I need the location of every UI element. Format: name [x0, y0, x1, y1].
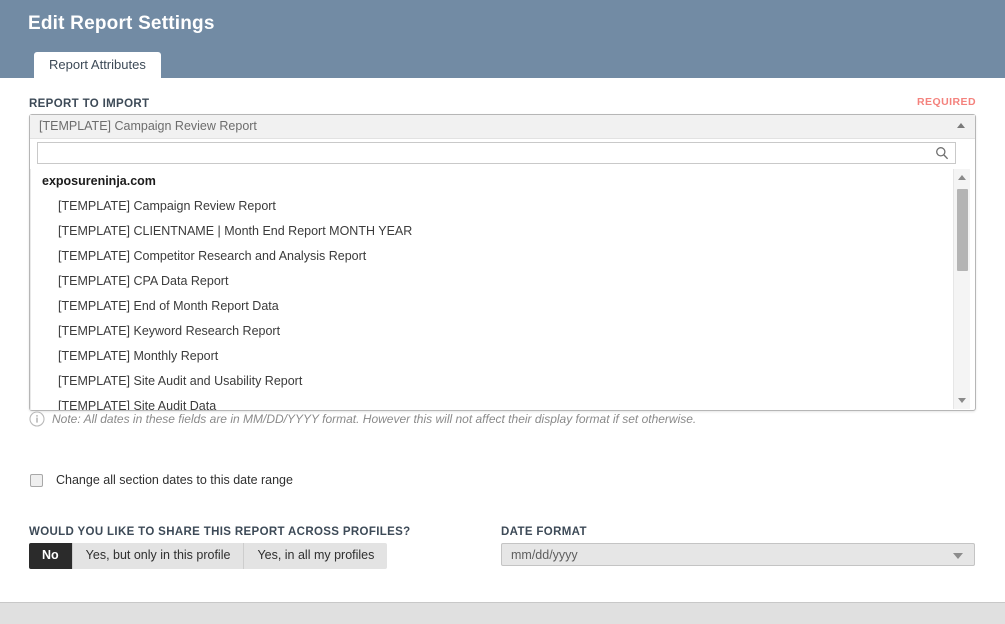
- list-item[interactable]: [TEMPLATE] Site Audit Data: [58, 399, 217, 410]
- page-title: Edit Report Settings: [28, 13, 215, 34]
- scroll-up-arrow-icon[interactable]: [958, 175, 966, 180]
- change-section-dates-label: Change all section dates to this date ra…: [56, 473, 293, 487]
- footer-spacer: [0, 590, 1005, 602]
- list-item[interactable]: [TEMPLATE] End of Month Report Data: [58, 299, 279, 313]
- search-input[interactable]: [37, 142, 956, 164]
- list-item[interactable]: [TEMPLATE] Monthly Report: [58, 349, 219, 363]
- list-item[interactable]: [TEMPLATE] Campaign Review Report: [58, 199, 276, 213]
- change-section-dates-row[interactable]: Change all section dates to this date ra…: [30, 473, 293, 487]
- date-format-note: Note: All dates in these fields are in M…: [29, 411, 696, 427]
- combobox-results-list[interactable]: exposureninja.com [TEMPLATE] Campaign Re…: [37, 169, 977, 410]
- footer-strip: [0, 602, 1005, 624]
- info-circle-icon: [29, 411, 45, 427]
- scroll-down-arrow-icon[interactable]: [958, 398, 966, 403]
- share-option-no[interactable]: No: [29, 543, 73, 569]
- option-group-label: exposureninja.com: [42, 174, 156, 188]
- share-report-label: WOULD YOU LIKE TO SHARE THIS REPORT ACRO…: [29, 526, 411, 538]
- list-item[interactable]: [TEMPLATE] Site Audit and Usability Repo…: [58, 374, 303, 388]
- combobox-search-wrapper[interactable]: [37, 142, 956, 164]
- combobox-selected-row[interactable]: [TEMPLATE] Campaign Review Report: [30, 115, 975, 139]
- change-section-dates-checkbox[interactable]: [30, 473, 43, 487]
- share-option-this-profile[interactable]: Yes, but only in this profile: [72, 543, 245, 569]
- date-format-label: DATE FORMAT: [501, 526, 587, 538]
- chevron-up-icon[interactable]: [957, 123, 965, 128]
- tab-strip: Report Attributes: [34, 52, 161, 78]
- results-divider: [30, 169, 31, 410]
- required-badge: REQUIRED: [916, 96, 976, 108]
- chevron-down-icon[interactable]: [953, 553, 963, 559]
- list-item[interactable]: [TEMPLATE] Keyword Research Report: [58, 324, 281, 338]
- share-report-button-group[interactable]: No Yes, but only in this profile Yes, in…: [29, 543, 388, 569]
- report-to-import-combobox[interactable]: [TEMPLATE] Campaign Review Report exposu…: [29, 114, 976, 411]
- date-format-select[interactable]: mm/dd/yyyy: [501, 543, 975, 566]
- scrollbar-thumb[interactable]: [957, 189, 968, 271]
- page-header: Edit Report Settings Report Attributes: [0, 0, 1005, 78]
- list-item[interactable]: [TEMPLATE] Competitor Research and Analy…: [58, 249, 367, 263]
- tab-report-attributes[interactable]: Report Attributes: [34, 52, 161, 78]
- results-scrollbar[interactable]: [953, 169, 970, 409]
- combobox-selected-value: [TEMPLATE] Campaign Review Report: [39, 119, 257, 133]
- date-format-value: mm/dd/yyyy: [511, 548, 578, 562]
- list-item[interactable]: [TEMPLATE] CLIENTNAME | Month End Report…: [58, 224, 413, 238]
- list-item[interactable]: [TEMPLATE] CPA Data Report: [58, 274, 229, 288]
- report-to-import-label: REPORT TO IMPORT: [29, 98, 150, 110]
- note-text: Note: All dates in these fields are in M…: [52, 412, 697, 426]
- share-option-all-profiles[interactable]: Yes, in all my profiles: [244, 543, 388, 569]
